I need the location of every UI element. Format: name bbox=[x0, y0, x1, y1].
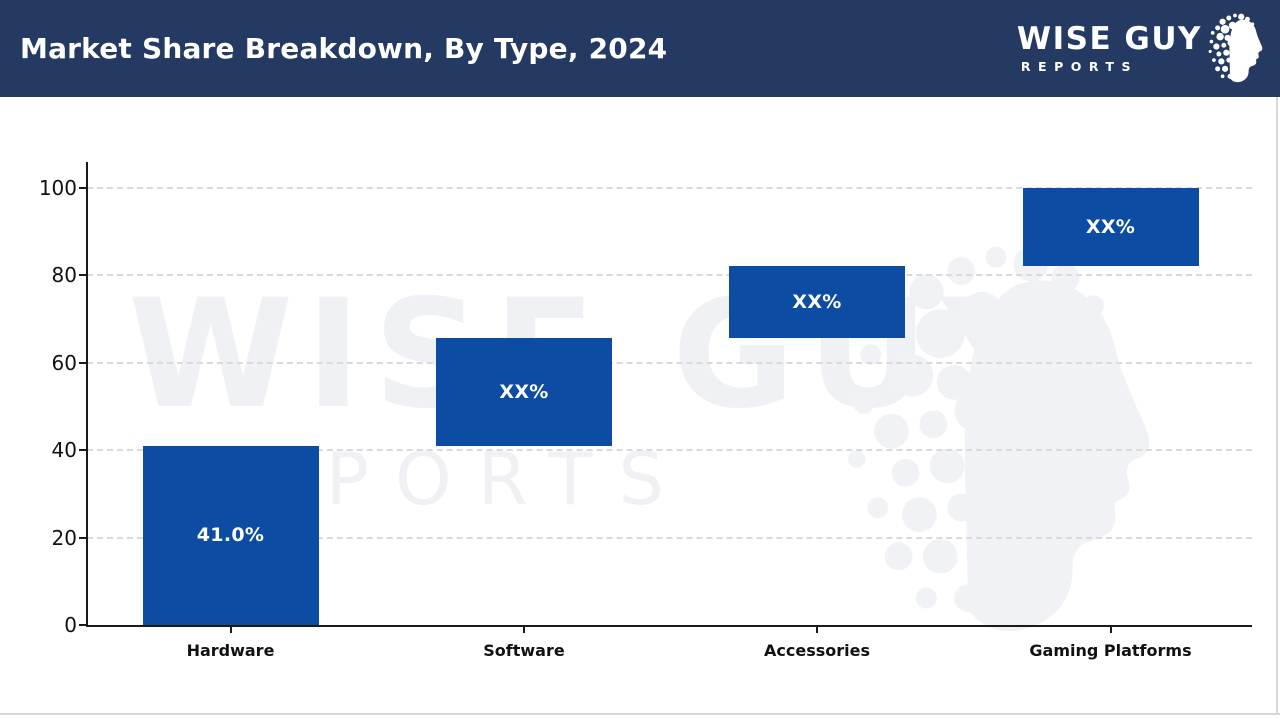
y-axis-tick-label: 20 bbox=[51, 525, 77, 550]
gridline-20 bbox=[87, 536, 1252, 539]
bar-gaming-platforms: XX% bbox=[1022, 187, 1199, 267]
x-axis-tick-mark bbox=[523, 625, 525, 633]
bar-value-label: XX% bbox=[792, 291, 842, 314]
gridline-60 bbox=[87, 361, 1252, 364]
x-axis-category-label: Accessories bbox=[764, 641, 870, 660]
y-axis-tick-mark bbox=[79, 449, 87, 451]
y-axis-tick-label: 40 bbox=[51, 438, 77, 462]
x-axis-tick-mark bbox=[816, 625, 818, 633]
page-bottom-border bbox=[0, 713, 1280, 715]
logo-text: WISE GUY REPORTS bbox=[1016, 20, 1202, 74]
x-axis-category-label: Software bbox=[483, 641, 565, 660]
bar-accessories: XX% bbox=[729, 266, 905, 339]
bar-hardware: 41.0% bbox=[142, 445, 319, 625]
y-axis-line bbox=[86, 162, 88, 627]
logo-wordmark: WISE GUY bbox=[1016, 20, 1202, 57]
x-axis-line bbox=[86, 625, 1252, 627]
page-right-border bbox=[1276, 97, 1278, 715]
bar-chart: WISE GUY REPORTS 02040608010041.0%XX%XX%… bbox=[0, 97, 1280, 720]
x-axis-category-label: Gaming Platforms bbox=[1029, 641, 1192, 660]
header-bar: Market Share Breakdown, By Type, 2024 WI… bbox=[0, 0, 1280, 97]
page-title: Market Share Breakdown, By Type, 2024 bbox=[20, 32, 668, 65]
gridline-80 bbox=[87, 274, 1252, 276]
x-axis-category-label: Hardware bbox=[186, 641, 275, 660]
bar-software: XX% bbox=[436, 338, 612, 446]
bar-value-label: XX% bbox=[1085, 215, 1136, 238]
y-axis-tick-mark bbox=[79, 624, 87, 626]
bar-value-label: 41.0% bbox=[196, 524, 265, 547]
y-axis-tick-label: 60 bbox=[51, 350, 77, 375]
y-axis-tick-label: 80 bbox=[51, 263, 77, 287]
logo-head-icon bbox=[1204, 11, 1266, 87]
gridline-100 bbox=[87, 186, 1252, 189]
x-axis-tick-mark bbox=[1109, 625, 1112, 633]
y-axis-tick-mark bbox=[79, 361, 87, 364]
y-axis-tick-mark bbox=[79, 536, 87, 539]
wise-guy-logo: WISE GUY REPORTS bbox=[1017, 0, 1266, 97]
bar-value-label: XX% bbox=[499, 381, 549, 404]
logo-subtext: REPORTS bbox=[1020, 58, 1138, 74]
y-axis-tick-mark bbox=[79, 274, 87, 276]
x-axis-tick-mark bbox=[229, 625, 232, 633]
y-axis-tick-mark bbox=[79, 186, 87, 189]
gridline-40 bbox=[87, 449, 1252, 451]
y-axis-tick-label: 100 bbox=[38, 175, 77, 200]
y-axis-tick-label: 0 bbox=[64, 613, 77, 637]
